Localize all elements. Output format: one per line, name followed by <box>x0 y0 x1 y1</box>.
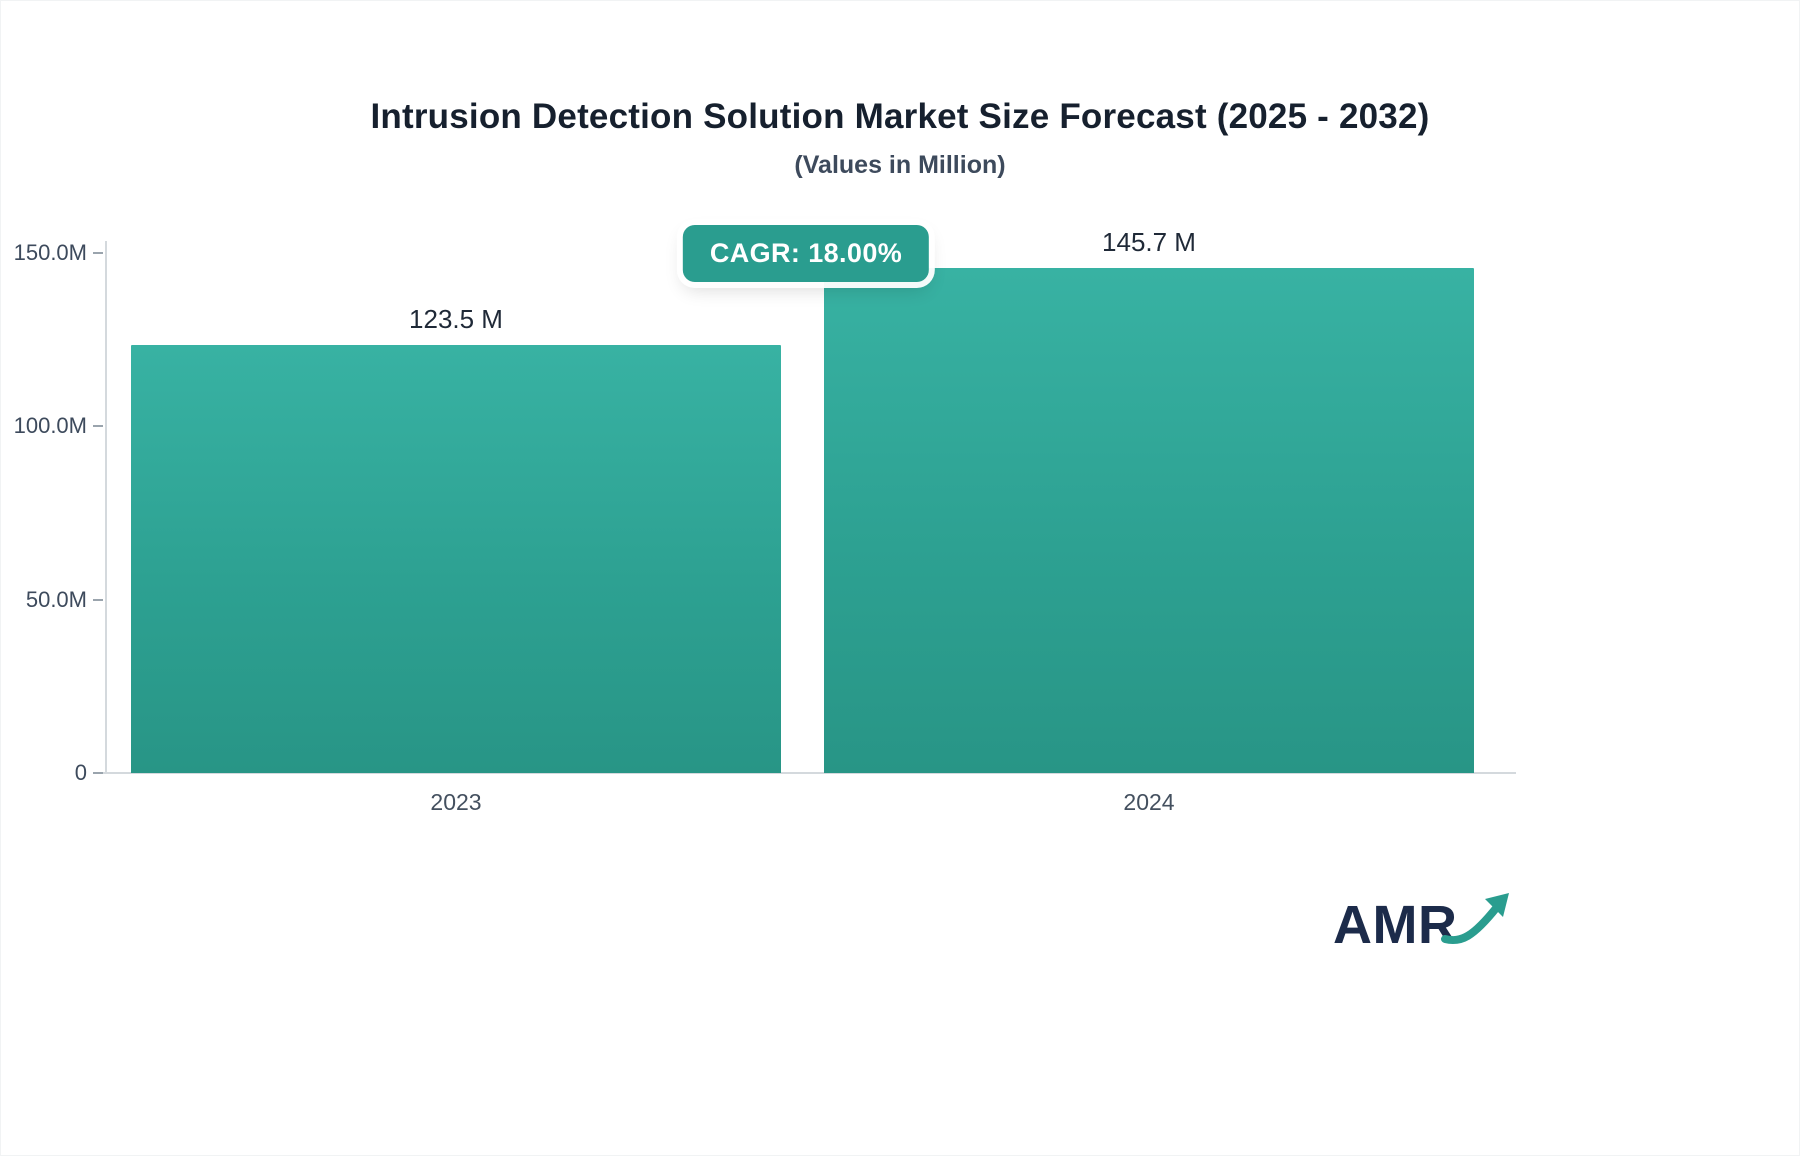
bar-value-label: 145.7 M <box>1102 226 1196 257</box>
y-tick-mark <box>93 425 103 428</box>
y-tick-label: 150.0M <box>13 240 87 265</box>
growth-arrow-icon <box>1441 893 1510 945</box>
bar-2023[interactable] <box>131 344 781 773</box>
amr-logo-text: AMR <box>1333 895 1458 955</box>
chart-title: Intrusion Detection Solution Market Size… <box>370 97 1430 136</box>
x-axis-label: 2024 <box>1123 789 1175 815</box>
y-tick-mark <box>93 252 103 254</box>
y-axis-line <box>105 241 107 774</box>
y-tick-mark <box>93 598 103 601</box>
x-axis-label: 2023 <box>430 789 482 815</box>
y-tick-label: 50.0M <box>25 586 87 612</box>
y-tick-label: 0 <box>74 760 87 785</box>
y-tick-label: 100.0M <box>13 413 87 439</box>
cagr-badge: CAGR: 18.00% <box>682 225 930 282</box>
x-axis-line <box>99 772 1516 774</box>
y-tick-mark <box>93 772 103 774</box>
chart-subtitle: (Values in Million) <box>794 151 1006 179</box>
bar-2024[interactable] <box>824 267 1474 773</box>
bar-value-label: 123.5 M <box>409 303 503 334</box>
amr-logo: AMR <box>1333 893 1515 955</box>
